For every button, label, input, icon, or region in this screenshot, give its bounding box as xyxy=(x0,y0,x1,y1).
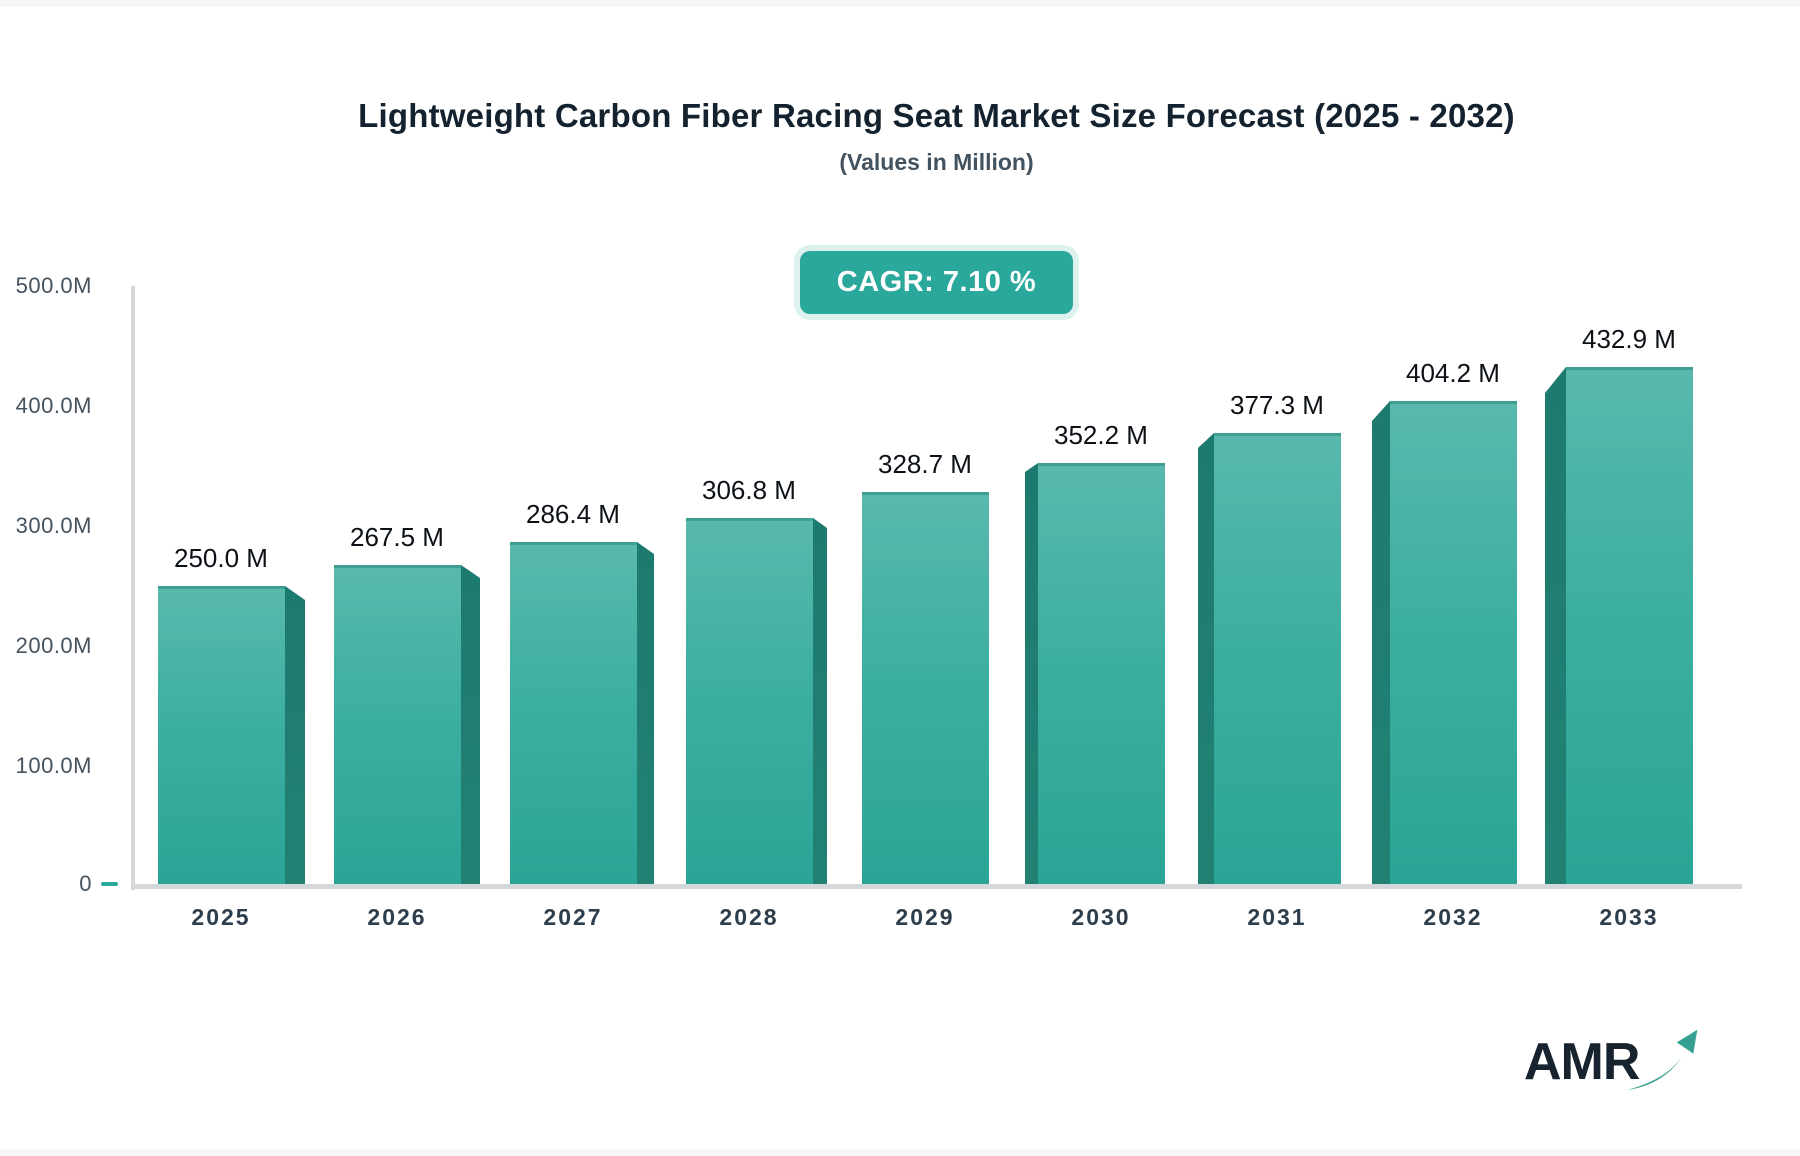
cagr-badge-wrap: CAGR: 7.10 % xyxy=(131,251,1742,314)
bar-2028 xyxy=(686,518,827,886)
bar-value-label: 352.2 M xyxy=(1054,420,1148,450)
top-background-strip xyxy=(0,0,1800,7)
bar-face xyxy=(158,586,285,886)
y-axis-tick-label: 400.0M xyxy=(15,393,92,418)
bar-side-3d xyxy=(1545,367,1566,886)
bar-face xyxy=(1390,401,1517,886)
bar-side-3d xyxy=(285,586,305,886)
y-axis-tick-label: 200.0M xyxy=(15,633,92,658)
bar-2032 xyxy=(1372,401,1517,886)
bar-side-3d xyxy=(813,518,827,886)
amr-logo-text: AMR xyxy=(1524,1033,1640,1091)
bar-face xyxy=(510,542,637,886)
bar-2033 xyxy=(1545,367,1693,886)
page-subtitle: (Values in Million) xyxy=(839,149,1034,175)
bar-value-label: 267.5 M xyxy=(350,522,444,552)
zero-tick-mark xyxy=(101,882,118,886)
bar-2030 xyxy=(1025,463,1165,886)
bar-side-3d xyxy=(461,565,480,886)
x-axis-label: 2028 xyxy=(719,904,779,930)
bar-2025 xyxy=(158,586,305,886)
x-axis-baseline xyxy=(131,884,1742,889)
bar-value-label: 404.2 M xyxy=(1406,358,1500,388)
bar-side-3d xyxy=(1372,401,1390,886)
y-axis-line xyxy=(131,286,135,890)
page-title: Lightweight Carbon Fiber Racing Seat Mar… xyxy=(358,97,1515,134)
x-axis-label: 2027 xyxy=(543,904,603,930)
bar-face xyxy=(1566,367,1693,886)
bar-2027 xyxy=(510,542,654,886)
bar-side-3d xyxy=(637,542,654,886)
y-axis-tick-label: 500.0M xyxy=(15,273,92,298)
bar-side-3d xyxy=(1198,433,1214,886)
x-axis-label: 2032 xyxy=(1423,904,1483,930)
x-axis-label: 2029 xyxy=(895,904,955,930)
trend-up-arrow-icon xyxy=(1627,1029,1698,1090)
x-axis-label: 2025 xyxy=(191,904,251,930)
y-axis-tick-label: 100.0M xyxy=(15,753,92,778)
bottom-background-strip xyxy=(0,1149,1800,1156)
bar-2026 xyxy=(334,565,480,886)
bar-2031 xyxy=(1198,433,1341,886)
x-axis-label: 2033 xyxy=(1599,904,1659,930)
bar-value-label: 432.9 M xyxy=(1582,324,1676,354)
x-axis-label: 2030 xyxy=(1071,904,1131,930)
bar-value-label: 306.8 M xyxy=(702,475,796,505)
bar-face xyxy=(1214,433,1341,886)
bar-face xyxy=(686,518,813,886)
y-axis-tick-label: 300.0M xyxy=(15,513,92,538)
bar-face xyxy=(862,492,989,886)
bar-face xyxy=(1038,463,1165,886)
bar-value-label: 286.4 M xyxy=(526,499,620,529)
x-axis-label: 2026 xyxy=(367,904,427,930)
amr-logo: AMR xyxy=(1524,1029,1707,1098)
bar-value-label: 328.7 M xyxy=(878,449,972,479)
bar-value-label: 377.3 M xyxy=(1230,390,1324,420)
x-axis-label: 2031 xyxy=(1247,904,1307,930)
bar-side-3d xyxy=(1025,463,1038,886)
bar-2029 xyxy=(862,492,989,886)
bar-face xyxy=(334,565,461,886)
bar-value-label: 250.0 M xyxy=(174,543,268,573)
y-axis-tick-label: 0 xyxy=(79,871,92,896)
cagr-badge: CAGR: 7.10 % xyxy=(799,251,1074,314)
